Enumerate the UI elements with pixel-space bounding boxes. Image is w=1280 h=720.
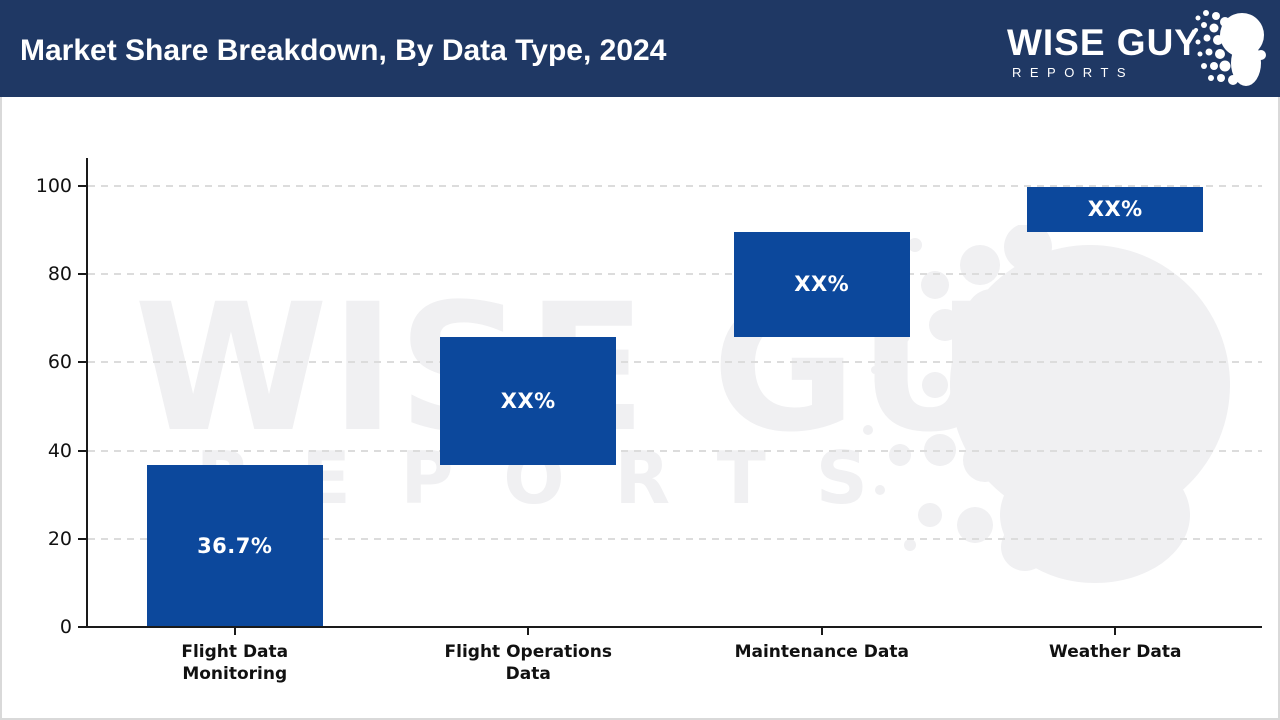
y-tick-mark	[78, 626, 86, 628]
bar-maintenance-data: XX%	[733, 231, 910, 337]
y-axis-line	[86, 158, 88, 628]
bar-value-label: 36.7%	[197, 534, 273, 559]
chart-title: Market Share Breakdown, By Data Type, 20…	[20, 34, 667, 67]
gridline-100	[88, 185, 1262, 187]
logo-brand-name: WISE GUY	[1006, 22, 1200, 63]
x-category-label-line: Flight Operations	[444, 642, 612, 662]
x-category-label-line: Data	[505, 663, 551, 684]
head-profile-icon	[1194, 10, 1266, 86]
bar-flight-operations-data: XX%	[440, 336, 617, 466]
y-tick-mark	[78, 537, 86, 540]
plot-area: 36.7% XX% XX% XX%	[88, 160, 1262, 627]
gridline-60	[88, 361, 1262, 364]
y-tick-label: 60	[47, 351, 72, 374]
logo-brand-subtitle: REPORTS	[1011, 65, 1135, 80]
gridline-40	[88, 449, 1262, 452]
y-tick-mark	[78, 361, 86, 364]
x-tick-mark	[1114, 628, 1117, 635]
y-tick-mark	[78, 185, 86, 187]
bar-value-label: XX%	[1087, 197, 1143, 222]
x-category-label-line: Monitoring	[182, 663, 288, 684]
x-category-label-line: Flight Data	[181, 642, 289, 662]
x-axis-line	[86, 626, 1262, 628]
y-tick-label: 40	[47, 439, 72, 462]
bar-flight-data-monitoring: 36.7%	[146, 465, 323, 627]
x-category-label: Maintenance Data	[702, 642, 942, 664]
x-category-label: Weather Data	[995, 642, 1235, 664]
logo-text: WISE GUY REPORTS	[1006, 22, 1200, 81]
y-tick-mark	[78, 449, 86, 452]
x-tick-mark	[233, 628, 236, 635]
y-tick-label: 0	[59, 616, 72, 638]
wise-guy-logo: WISE GUY REPORTS	[1007, 8, 1266, 92]
y-tick-mark	[78, 273, 86, 276]
bar-weather-data: XX%	[1027, 186, 1204, 232]
x-category-label: Flight Operations Data	[408, 642, 648, 686]
gridline-80	[88, 273, 1262, 276]
y-tick-label: 80	[47, 263, 72, 286]
bar-value-label: XX%	[794, 272, 850, 297]
header-bar: Market Share Breakdown, By Data Type, 20…	[0, 0, 1280, 97]
x-category-label-line: Maintenance Data	[734, 642, 909, 662]
x-category-label-line: Weather Data	[1049, 642, 1182, 662]
y-tick-label: 100	[35, 175, 72, 197]
y-tick-label: 20	[47, 527, 72, 550]
gridline-20	[88, 537, 1262, 540]
x-category-label: Flight Data Monitoring	[115, 642, 355, 686]
bar-value-label: XX%	[500, 388, 556, 413]
x-tick-mark	[820, 628, 823, 635]
x-tick-mark	[527, 628, 530, 635]
